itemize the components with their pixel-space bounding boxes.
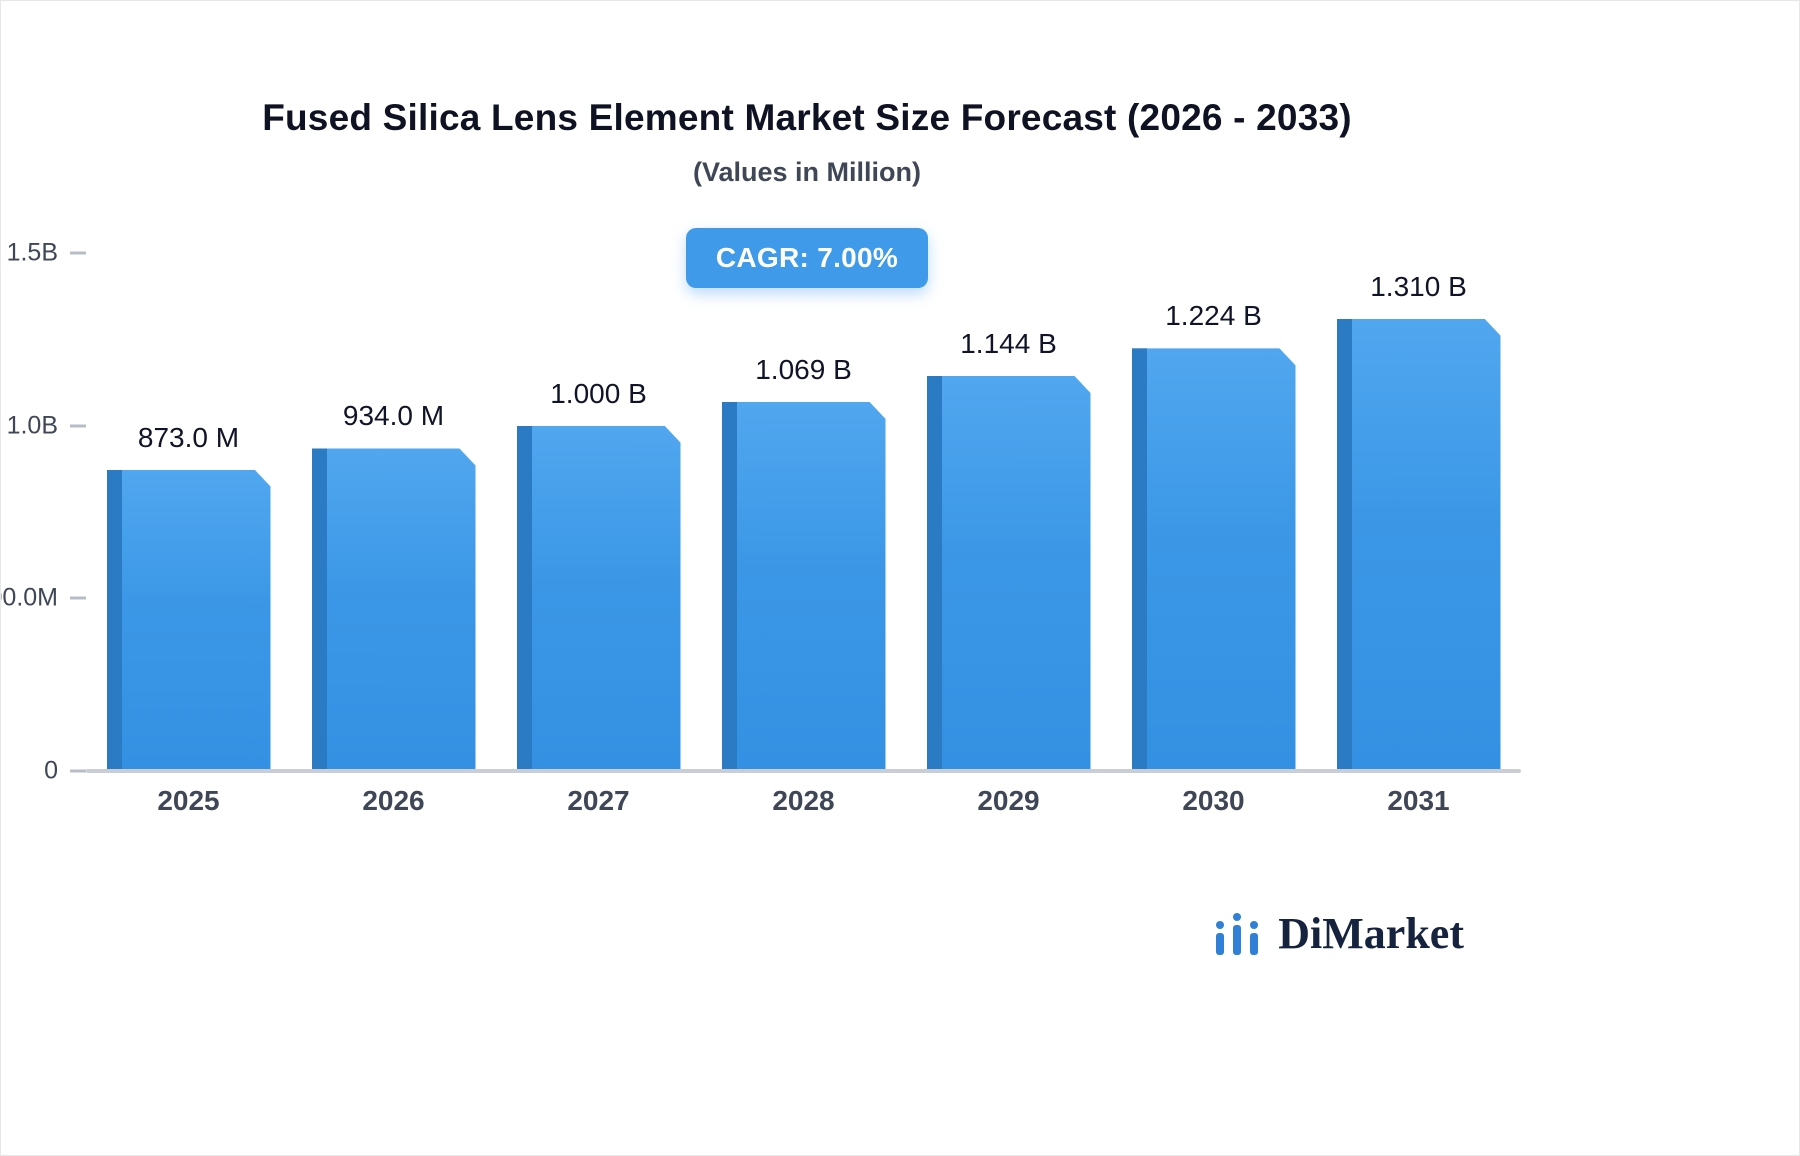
bar-2030	[1132, 348, 1296, 771]
bar-series: 873.0 M 934.0 M 1.000 B 1.069 B 1.144 B 1.224…	[86, 253, 1521, 771]
y-tick-label: 1.0B	[6, 411, 58, 440]
y-tick-mark	[70, 769, 86, 773]
chart-title: Fused Silica Lens Element Market Size Fo…	[262, 97, 1352, 138]
brand-logo: DiMarket	[1212, 907, 1464, 959]
bar-2026	[312, 448, 476, 771]
x-axis-label-2028: 2028	[772, 785, 835, 816]
x-axis-label-2029: 2029	[977, 785, 1040, 816]
bar-value-label: 1.000 B	[550, 377, 647, 409]
y-tick: 500.0M	[1, 583, 86, 613]
bar-group-2028: 1.069 B	[701, 253, 906, 771]
x-axis-label-2030: 2030	[1182, 785, 1245, 816]
brand-name: DiMarket	[1278, 908, 1464, 958]
bar-group-2030: 1.224 B	[1111, 253, 1316, 771]
chart-subtitle: (Values in Million)	[692, 157, 922, 187]
y-tick-mark	[70, 424, 86, 428]
x-axis-label-2027: 2027	[567, 785, 630, 816]
bar-2028	[722, 402, 886, 771]
y-tick: 1.0B	[7, 411, 86, 440]
x-axis-label-2031: 2031	[1387, 785, 1450, 816]
bar-chart-logo-icon	[1216, 913, 1259, 955]
x-axis-label-2025: 2025	[157, 785, 220, 816]
y-tick-label: 1.5B	[6, 238, 58, 267]
bar-group-2025: 873.0 M	[86, 253, 291, 771]
y-tick-label: 0	[44, 756, 58, 785]
bar-group-2031: 1.310 B	[1316, 253, 1521, 771]
y-tick-mark	[70, 251, 86, 255]
chart-header: Fused Silica Lens Element Market Size Fo…	[1, 1, 1613, 288]
bar-value-label: 1.069 B	[755, 353, 852, 385]
bar-value-label: 934.0 M	[342, 400, 445, 432]
bar-value-label: 873.0 M	[137, 421, 240, 453]
bar-group-2029: 1.144 B	[906, 253, 1111, 771]
cagr-badge: CAGR: 7.00%	[685, 228, 929, 288]
y-tick: 0	[44, 757, 86, 786]
y-tick: 1.5B	[7, 239, 86, 268]
x-axis-labels: 2025 2026 2027 2028 2029 2030 2031	[86, 785, 1521, 817]
bar-value-label: 1.144 B	[960, 327, 1057, 359]
bar-value-label: 1.310 B	[1370, 270, 1467, 302]
bar-2025	[107, 470, 271, 771]
y-tick-label: 500.0M	[1, 583, 58, 612]
bar-value-label: 1.224 B	[1165, 300, 1262, 332]
x-axis-line	[86, 769, 1521, 773]
bar-2029	[927, 376, 1091, 771]
bar-group-2027: 1.000 B	[496, 253, 701, 771]
bar-2031	[1337, 319, 1501, 771]
plot-area: 1.5B 1.0B 500.0M 0 873.0 M 934.0 M 1.000 B 1.0…	[1, 239, 1521, 785]
y-tick-mark	[70, 596, 86, 600]
bar-2027	[517, 426, 681, 771]
x-axis-label-2026: 2026	[362, 785, 425, 816]
bar-group-2026: 934.0 M	[291, 253, 496, 771]
